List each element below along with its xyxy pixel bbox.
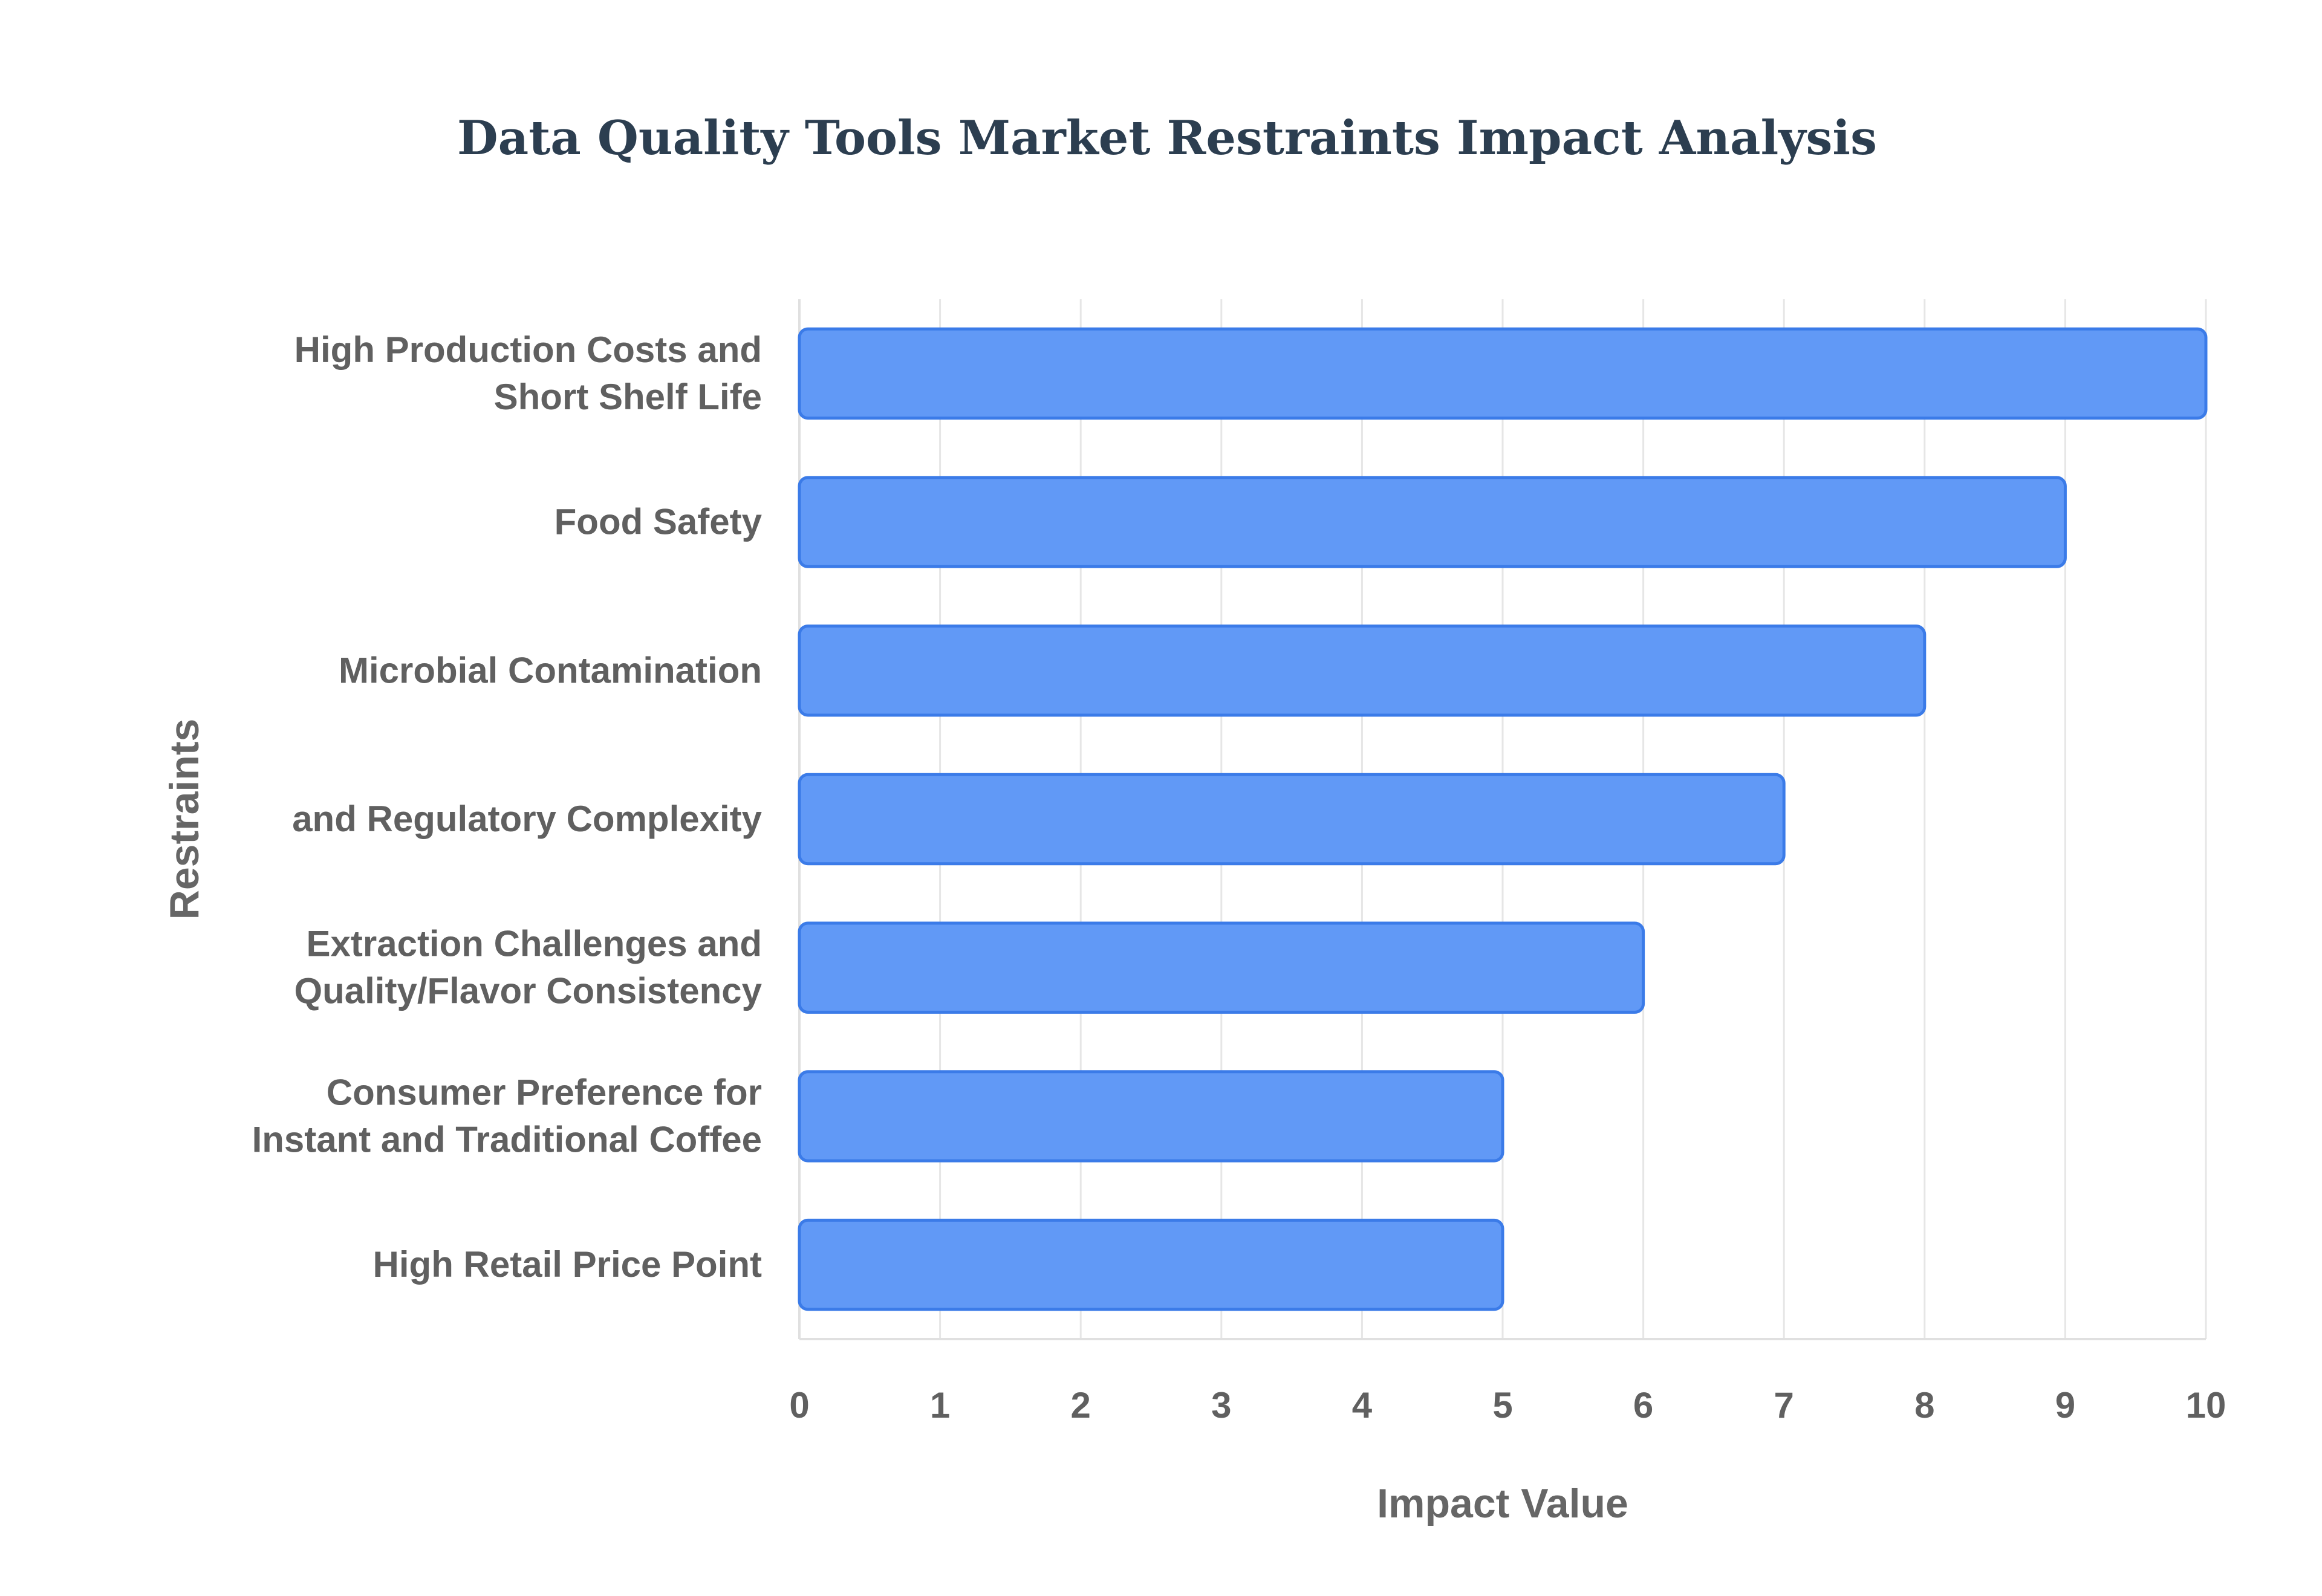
x-tick-label: 5 (1492, 1385, 1512, 1426)
category-label: and Regulatory Complexity (292, 799, 762, 839)
x-tick-label: 8 (1914, 1385, 1934, 1426)
x-tick-label: 1 (930, 1385, 950, 1426)
x-tick-label: 3 (1211, 1385, 1231, 1426)
bar (798, 327, 2208, 420)
x-tick-label: 9 (2055, 1385, 2075, 1426)
x-tick-labels: 0 1 2 3 4 5 6 7 8 9 10 (789, 1385, 2226, 1426)
chart-title: Data Quality Tools Market Restraints Imp… (457, 111, 1877, 166)
bar (798, 476, 2067, 568)
category-labels: High Production Costs and Short Shelf Lif… (252, 329, 763, 1285)
x-tick-label: 7 (1774, 1385, 1794, 1426)
category-label: Consumer Preference for (327, 1072, 762, 1112)
x-tick-label: 4 (1352, 1385, 1373, 1426)
bar-layer (798, 327, 2208, 1311)
bar (798, 1218, 1504, 1311)
bar (798, 773, 1786, 866)
x-tick-label: 10 (2186, 1385, 2226, 1426)
bar (798, 921, 1645, 1014)
category-label: Extraction Challenges and (306, 924, 762, 964)
x-axis-title: Impact Value (1377, 1481, 1628, 1526)
category-label: Food Safety (554, 502, 763, 542)
category-label: Quality/Flavor Consistency (294, 971, 762, 1011)
category-label: Instant and Traditional Coffee (252, 1119, 762, 1160)
bar (798, 624, 1927, 717)
x-tick-label: 6 (1633, 1385, 1653, 1426)
category-label: High Production Costs and (294, 329, 762, 370)
category-label: High Retail Price Point (373, 1244, 762, 1285)
x-tick-label: 0 (789, 1385, 809, 1426)
y-axis-title: Restraints (161, 719, 207, 920)
x-tick-label: 2 (1071, 1385, 1091, 1426)
bar (798, 1070, 1504, 1163)
category-label: Short Shelf Life (494, 377, 762, 417)
category-label: Microbial Contamination (339, 650, 762, 690)
